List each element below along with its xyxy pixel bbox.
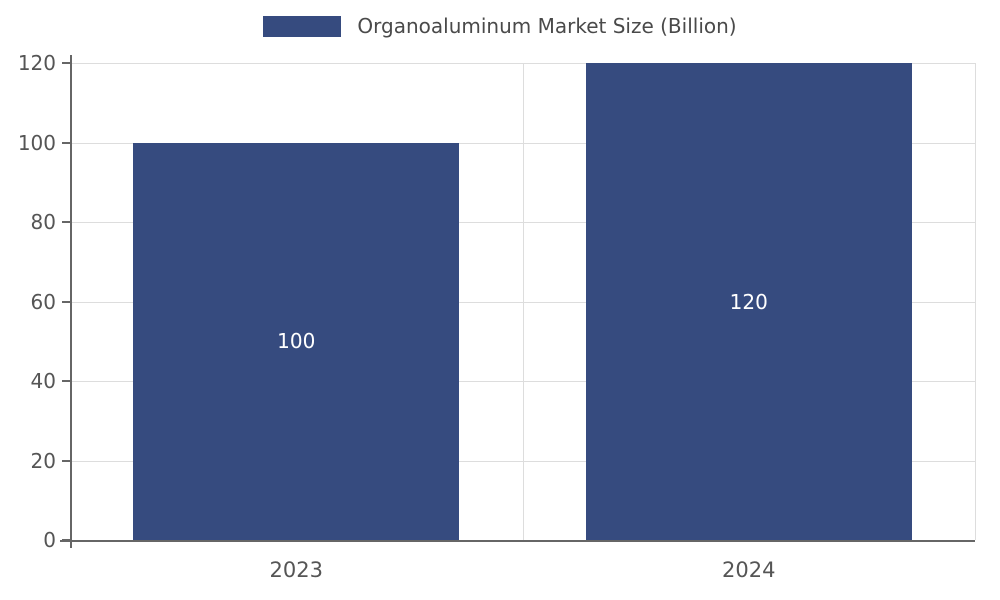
x-tick-label: 2024	[722, 558, 776, 582]
y-tick-mark	[62, 62, 70, 64]
gridline-vertical	[522, 63, 524, 540]
bar-value-label: 120	[729, 289, 768, 314]
y-tick-label: 0	[43, 528, 56, 552]
y-tick-label: 120	[17, 51, 56, 75]
x-tick-label: 2023	[269, 558, 323, 582]
y-tick-mark	[62, 300, 70, 303]
y-tick-label: 100	[17, 130, 56, 155]
y-tick-label: 40	[30, 369, 56, 393]
y-tick-label: 20	[30, 448, 56, 473]
chart-legend: Organoaluminum Market Size (Billion)	[0, 14, 1000, 38]
y-tick-label: 60	[30, 289, 56, 314]
gridline-vertical	[975, 63, 976, 540]
y-axis-line	[70, 55, 72, 548]
y-tick-label: 80	[30, 210, 56, 234]
y-tick-mark	[62, 141, 70, 144]
y-tick-mark	[62, 221, 70, 223]
bar-2024: 120	[585, 63, 912, 540]
legend-swatch	[263, 15, 342, 37]
legend-label: Organoaluminum Market Size (Billion)	[357, 14, 737, 38]
y-tick-mark	[62, 459, 70, 462]
bar-2023: 100	[133, 142, 460, 540]
bar-value-label: 100	[277, 329, 316, 354]
y-tick-mark	[62, 380, 70, 382]
x-axis-line	[60, 540, 975, 542]
